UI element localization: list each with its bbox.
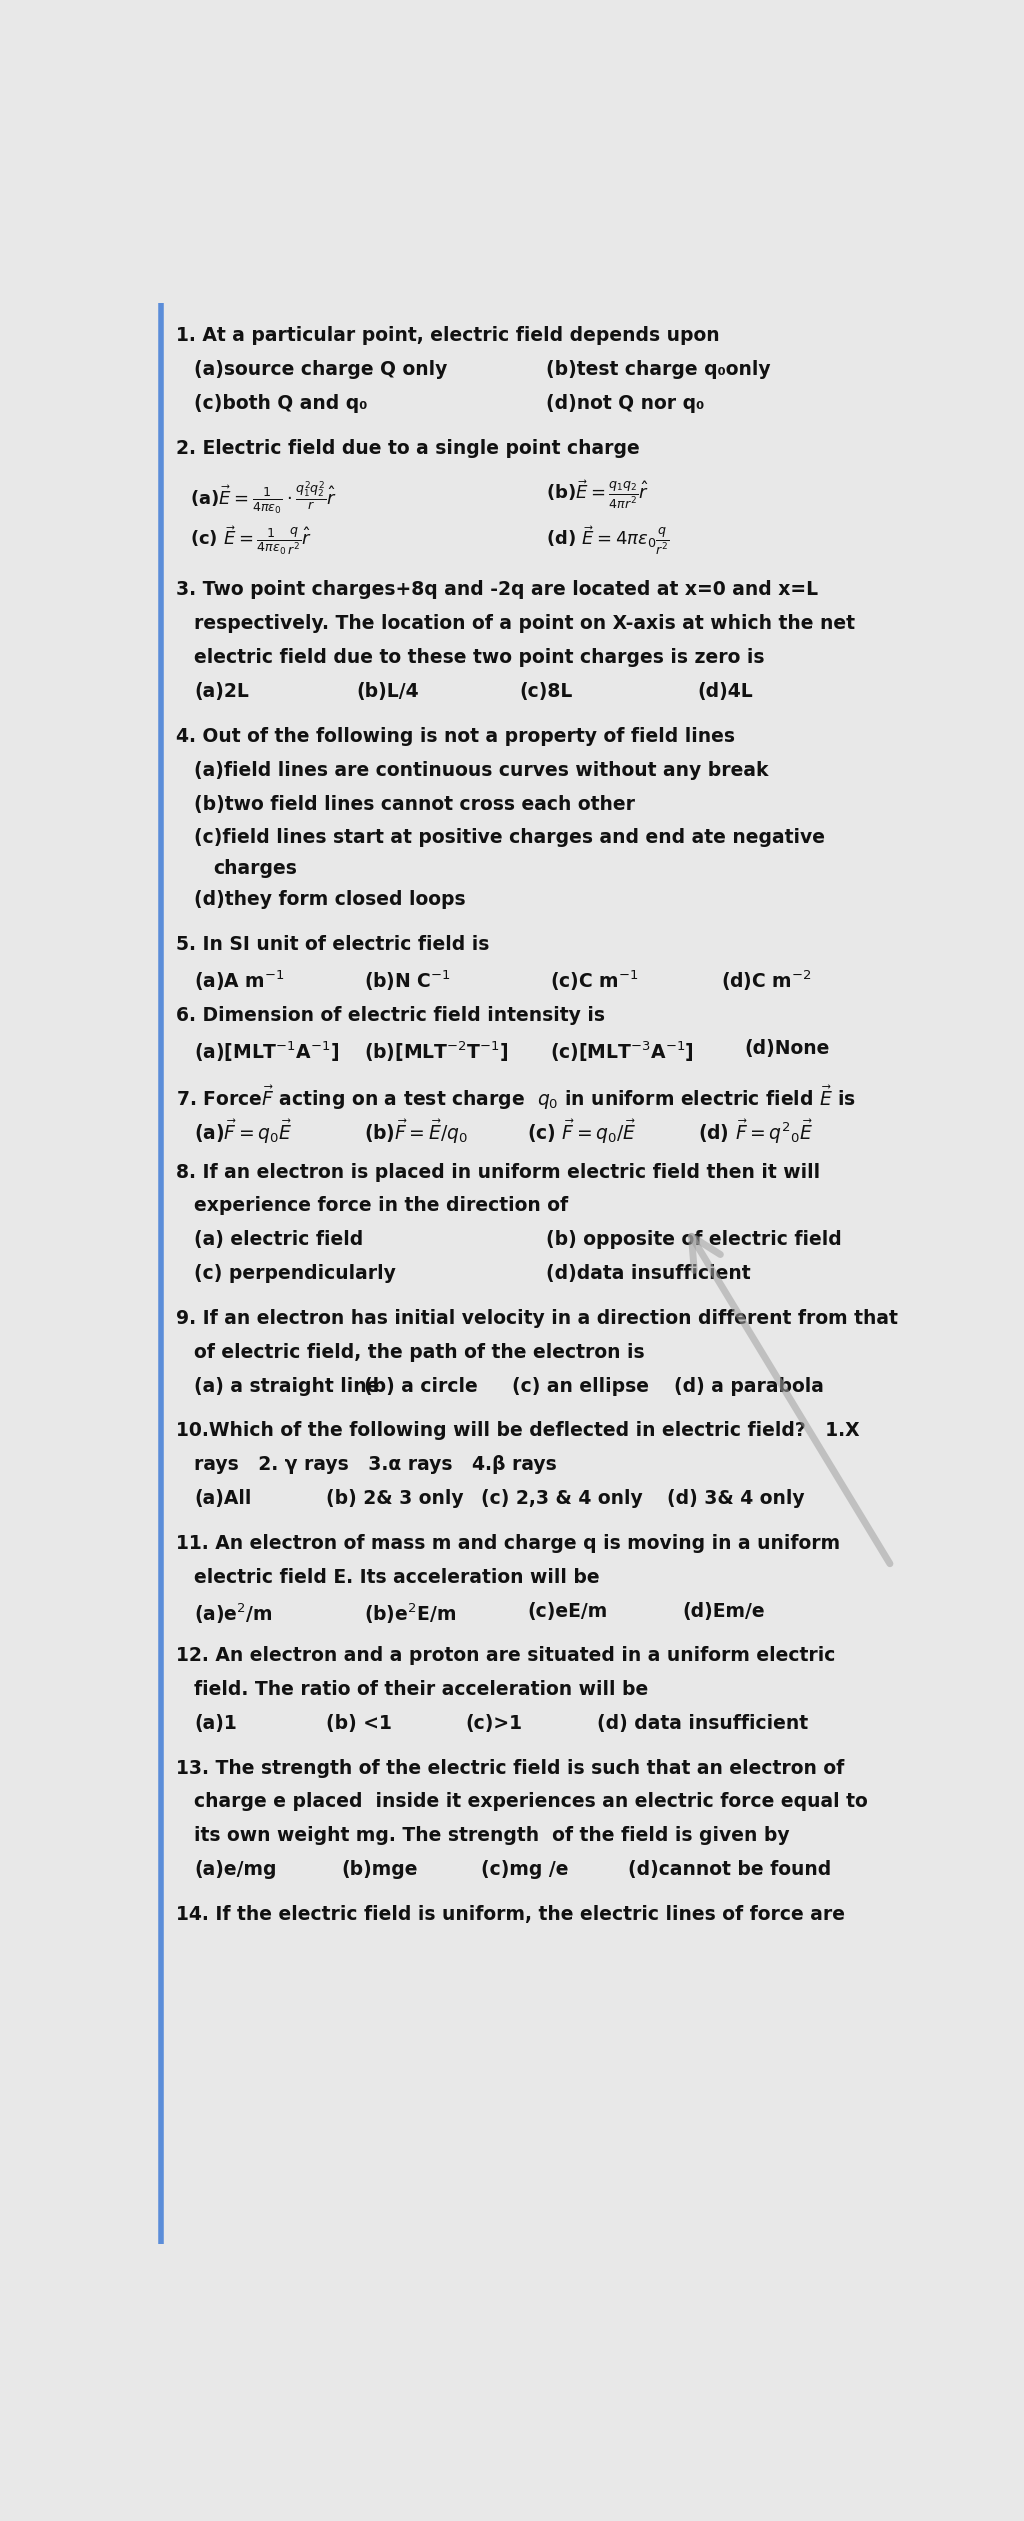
- Text: rays   2. γ rays   3.α rays   4.β rays: rays 2. γ rays 3.α rays 4.β rays: [194, 1455, 557, 1475]
- Text: (b)$\vec{F} = \vec{E}/q_0$: (b)$\vec{F} = \vec{E}/q_0$: [365, 1117, 468, 1147]
- Text: (c) $\vec{F} = q_0/\vec{E}$: (c) $\vec{F} = q_0/\vec{E}$: [527, 1117, 637, 1147]
- Text: (b)mge: (b)mge: [341, 1860, 418, 1878]
- FancyArrowPatch shape: [691, 1235, 890, 1563]
- Text: field. The ratio of their acceleration will be: field. The ratio of their acceleration w…: [194, 1679, 648, 1699]
- Text: (d) a parabola: (d) a parabola: [675, 1376, 824, 1397]
- Text: (d)C m$^{-2}$: (d)C m$^{-2}$: [721, 968, 812, 993]
- Text: (a)e$^2$/m: (a)e$^2$/m: [194, 1601, 272, 1626]
- Text: 11. An electron of mass m and charge q is moving in a uniform: 11. An electron of mass m and charge q i…: [176, 1533, 840, 1553]
- Text: (b)[MLT$^{-2}$T$^{-1}$]: (b)[MLT$^{-2}$T$^{-1}$]: [365, 1039, 509, 1064]
- Text: (d)4L: (d)4L: [697, 683, 754, 701]
- Text: 10.Which of the following will be deflected in electric field?   1.X: 10.Which of the following will be deflec…: [176, 1422, 860, 1439]
- Text: (b)test charge q₀only: (b)test charge q₀only: [547, 361, 771, 378]
- Text: 1. At a particular point, electric field depends upon: 1. At a particular point, electric field…: [176, 325, 720, 345]
- Text: (d)they form closed loops: (d)they form closed loops: [194, 890, 466, 910]
- Text: (c)8L: (c)8L: [519, 683, 572, 701]
- Text: experience force in the direction of: experience force in the direction of: [194, 1197, 568, 1215]
- Text: (c) $\vec{E} = \frac{1}{4\pi\epsilon_0}\frac{q}{r^2}\hat{r}$: (c) $\vec{E} = \frac{1}{4\pi\epsilon_0}\…: [190, 524, 312, 557]
- Text: (d)not Q nor q₀: (d)not Q nor q₀: [547, 393, 705, 413]
- Text: (a)[MLT$^{-1}$A$^{-1}$]: (a)[MLT$^{-1}$A$^{-1}$]: [194, 1039, 339, 1064]
- Text: (a) a straight line: (a) a straight line: [194, 1376, 379, 1397]
- Text: (b)N C$^{-1}$: (b)N C$^{-1}$: [365, 968, 452, 993]
- Text: (b) a circle: (b) a circle: [365, 1376, 478, 1397]
- Text: (b)L/4: (b)L/4: [356, 683, 419, 701]
- Text: (a)$\vec{E} = \frac{1}{4\pi\epsilon_0}\cdot\frac{q_1^2q_2^2}{r}\hat{r}$: (a)$\vec{E} = \frac{1}{4\pi\epsilon_0}\c…: [190, 479, 337, 517]
- Text: (c)field lines start at positive charges and end ate negative: (c)field lines start at positive charges…: [194, 829, 825, 847]
- Text: 12. An electron and a proton are situated in a uniform electric: 12. An electron and a proton are situate…: [176, 1646, 836, 1666]
- Text: (a)field lines are continuous curves without any break: (a)field lines are continuous curves wit…: [194, 761, 768, 779]
- Text: 3. Two point charges+8q and -2q are located at x=0 and x=L: 3. Two point charges+8q and -2q are loca…: [176, 580, 818, 600]
- Text: its own weight mg. The strength  of the field is given by: its own weight mg. The strength of the f…: [194, 1825, 790, 1845]
- Text: 6. Dimension of electric field intensity is: 6. Dimension of electric field intensity…: [176, 1006, 605, 1024]
- Text: (b) opposite of electric field: (b) opposite of electric field: [547, 1230, 843, 1250]
- Text: (a)$\vec{F} = q_0\vec{E}$: (a)$\vec{F} = q_0\vec{E}$: [194, 1117, 292, 1147]
- Text: 14. If the electric field is uniform, the electric lines of force are: 14. If the electric field is uniform, th…: [176, 1906, 845, 1924]
- Text: electric field due to these two point charges is zero is: electric field due to these two point ch…: [194, 648, 764, 668]
- Text: (c) 2,3 & 4 only: (c) 2,3 & 4 only: [480, 1490, 642, 1508]
- Text: 4. Out of the following is not a property of field lines: 4. Out of the following is not a propert…: [176, 726, 735, 746]
- Text: (b) 2& 3 only: (b) 2& 3 only: [326, 1490, 463, 1508]
- Text: (a)1: (a)1: [194, 1714, 237, 1732]
- Text: (a)A m$^{-1}$: (a)A m$^{-1}$: [194, 968, 285, 993]
- Text: (a) electric field: (a) electric field: [194, 1230, 364, 1250]
- Text: 7. Force$\vec{F}$ acting on a test charge  $q_0$ in uniform electric field $\vec: 7. Force$\vec{F}$ acting on a test charg…: [176, 1084, 856, 1112]
- Text: (c)>1: (c)>1: [465, 1714, 522, 1732]
- Text: electric field E. Its acceleration will be: electric field E. Its acceleration will …: [194, 1568, 599, 1586]
- Text: (d)None: (d)None: [744, 1039, 829, 1059]
- Text: 5. In SI unit of electric field is: 5. In SI unit of electric field is: [176, 935, 489, 953]
- Text: charge e placed  inside it experiences an electric force equal to: charge e placed inside it experiences an…: [194, 1792, 867, 1813]
- Text: 8. If an electron is placed in uniform electric field then it will: 8. If an electron is placed in uniform e…: [176, 1162, 820, 1182]
- Text: (a)source charge Q only: (a)source charge Q only: [194, 361, 447, 378]
- Text: (c)[MLT$^{-3}$A$^{-1}$]: (c)[MLT$^{-3}$A$^{-1}$]: [550, 1039, 694, 1064]
- Text: (a)e/mg: (a)e/mg: [194, 1860, 276, 1878]
- Text: (b)two field lines cannot cross each other: (b)two field lines cannot cross each oth…: [194, 794, 635, 814]
- Text: (d) 3& 4 only: (d) 3& 4 only: [667, 1490, 804, 1508]
- Text: 2. Electric field due to a single point charge: 2. Electric field due to a single point …: [176, 439, 640, 459]
- Text: (d)cannot be found: (d)cannot be found: [628, 1860, 831, 1878]
- Text: respectively. The location of a point on X-axis at which the net: respectively. The location of a point on…: [194, 615, 855, 633]
- Text: (b)$\vec{E} = \frac{q_1q_2}{4\pi r^2}\hat{r}$: (b)$\vec{E} = \frac{q_1q_2}{4\pi r^2}\ha…: [547, 479, 650, 512]
- Text: (d) data insufficient: (d) data insufficient: [597, 1714, 808, 1732]
- Text: charges: charges: [213, 860, 297, 877]
- Text: (b)e$^2$E/m: (b)e$^2$E/m: [365, 1601, 457, 1626]
- Text: (d) $\vec{F} = q^2{}_0\vec{E}$: (d) $\vec{F} = q^2{}_0\vec{E}$: [697, 1117, 813, 1147]
- Text: 13. The strength of the electric field is such that an electron of: 13. The strength of the electric field i…: [176, 1760, 845, 1777]
- Text: (a)All: (a)All: [194, 1490, 251, 1508]
- Text: (d)data insufficient: (d)data insufficient: [547, 1263, 752, 1283]
- Text: (d)Em/e: (d)Em/e: [682, 1601, 765, 1621]
- Text: (c)eE/m: (c)eE/m: [527, 1601, 607, 1621]
- Text: 9. If an electron has initial velocity in a direction different from that: 9. If an electron has initial velocity i…: [176, 1308, 898, 1329]
- Text: (c)both Q and q₀: (c)both Q and q₀: [194, 393, 368, 413]
- Text: (b) <1: (b) <1: [326, 1714, 391, 1732]
- Text: (c)C m$^{-1}$: (c)C m$^{-1}$: [550, 968, 639, 993]
- Text: (a)2L: (a)2L: [194, 683, 249, 701]
- Text: (c) an ellipse: (c) an ellipse: [512, 1376, 648, 1397]
- Text: (c) perpendicularly: (c) perpendicularly: [194, 1263, 395, 1283]
- Text: (c)mg /e: (c)mg /e: [480, 1860, 568, 1878]
- Text: of electric field, the path of the electron is: of electric field, the path of the elect…: [194, 1344, 644, 1361]
- Text: (d) $\vec{E} = 4\pi\epsilon_0\frac{q}{r^2}$: (d) $\vec{E} = 4\pi\epsilon_0\frac{q}{r^…: [547, 524, 670, 557]
